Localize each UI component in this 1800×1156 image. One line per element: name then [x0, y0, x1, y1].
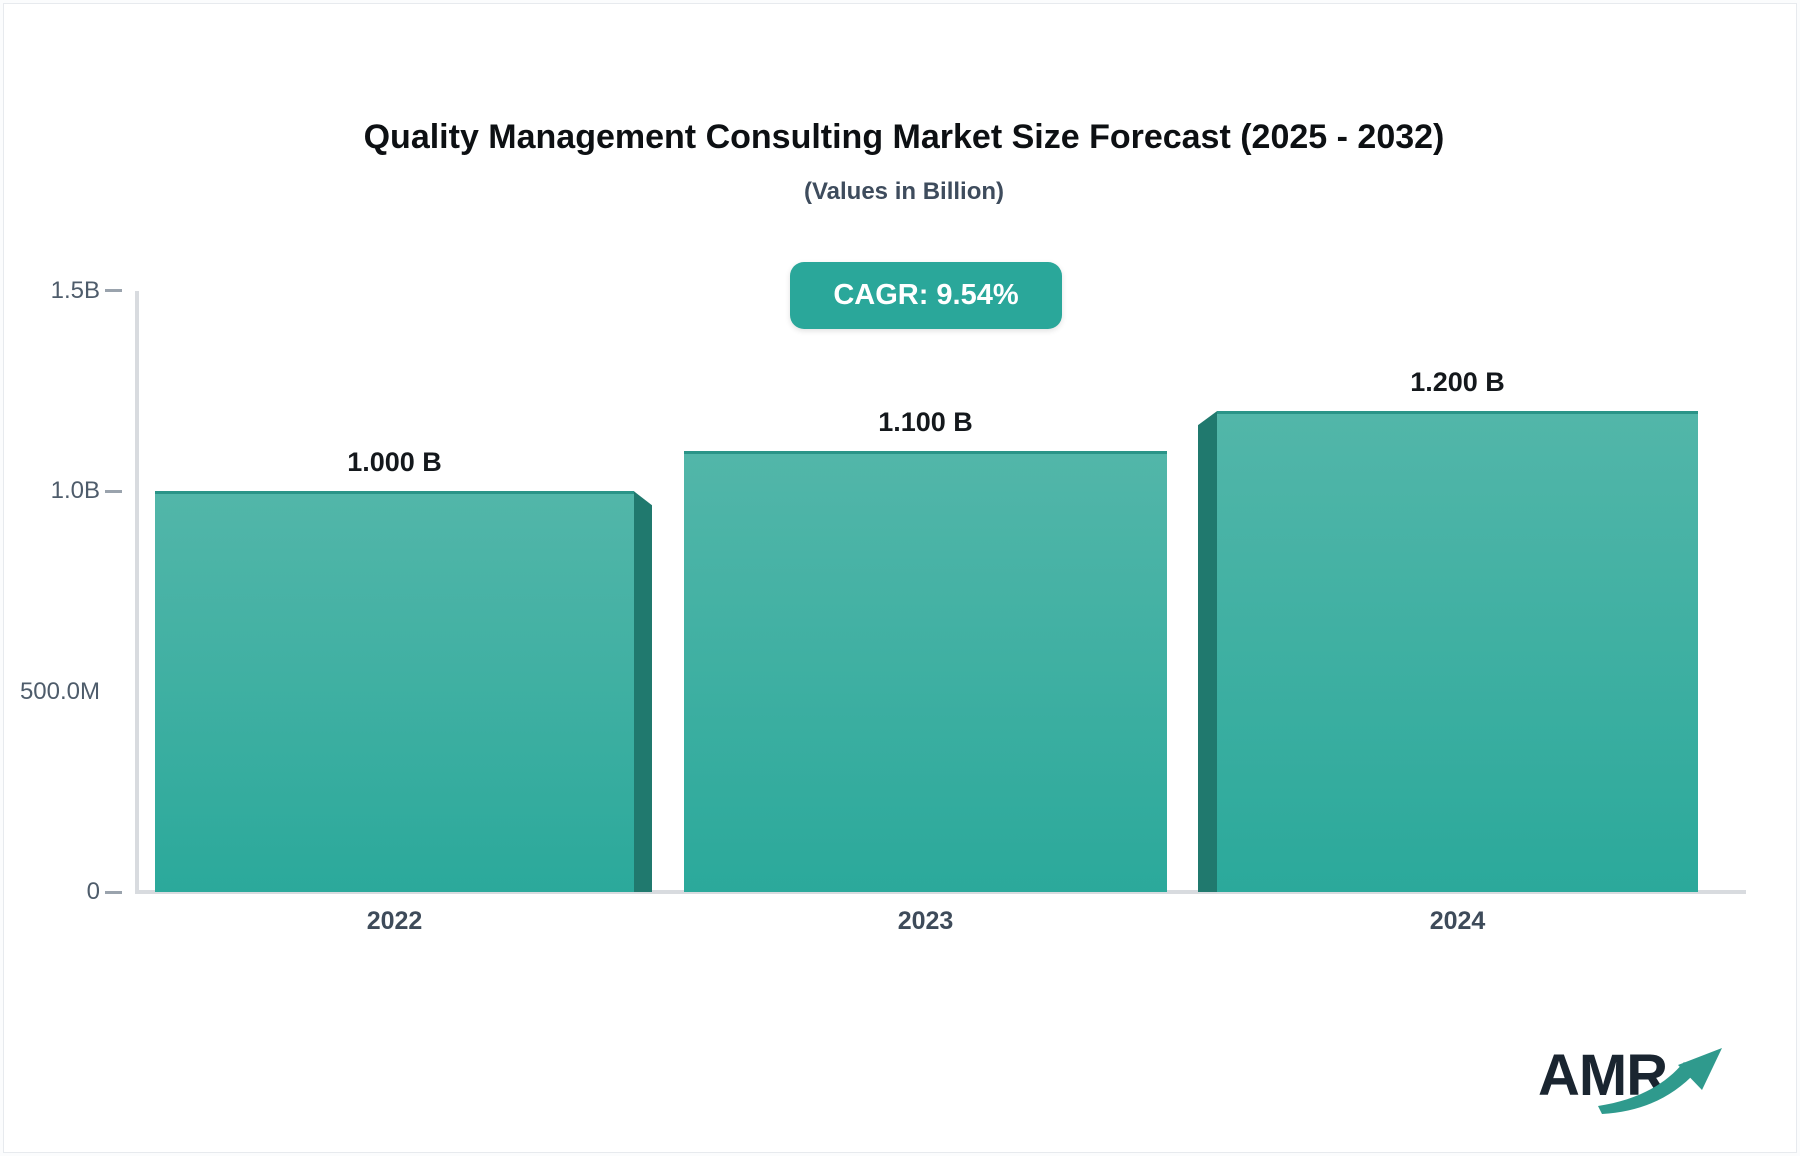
cagr-badge-label: CAGR: 9.54%	[833, 279, 1019, 311]
y-tick-label: 1.5B	[50, 276, 100, 304]
bar-value-label-2024: 1.200 B	[1410, 367, 1505, 398]
bar-value-label-2023: 1.100 B	[878, 407, 973, 438]
y-tick-label: 500.0M	[19, 677, 100, 705]
bar-2024	[1217, 411, 1698, 892]
bar-value-label-2022: 1.000 B	[347, 447, 442, 478]
y-tick-label: 1.0B	[50, 477, 100, 505]
y-tick-dash	[105, 890, 122, 894]
x-axis-label-2023: 2023	[897, 907, 954, 935]
bar-2022	[155, 491, 634, 892]
amr-logo: AMR	[1532, 1036, 1732, 1136]
y-tick-dash	[105, 289, 122, 293]
bar-depth-2024	[1198, 411, 1217, 892]
y-tick-label: 0	[86, 878, 100, 905]
x-axis-label-2022: 2022	[366, 907, 423, 935]
y-axis-line	[135, 291, 139, 894]
chart-subtitle: (Values in Billion)	[803, 178, 1005, 205]
chart-title: Quality Management Consulting Market Siz…	[363, 118, 1445, 156]
chart-canvas: Quality Management Consulting Market Siz…	[3, 3, 1797, 1153]
y-tick-dash	[105, 489, 122, 493]
bar-2023	[684, 451, 1167, 892]
x-axis-line	[135, 890, 1746, 894]
growth-arrow-icon	[1598, 1048, 1722, 1114]
x-axis-label-2024: 2024	[1429, 907, 1486, 935]
bar-depth-2022	[634, 491, 652, 892]
cagr-badge: CAGR: 9.54%	[790, 262, 1062, 329]
